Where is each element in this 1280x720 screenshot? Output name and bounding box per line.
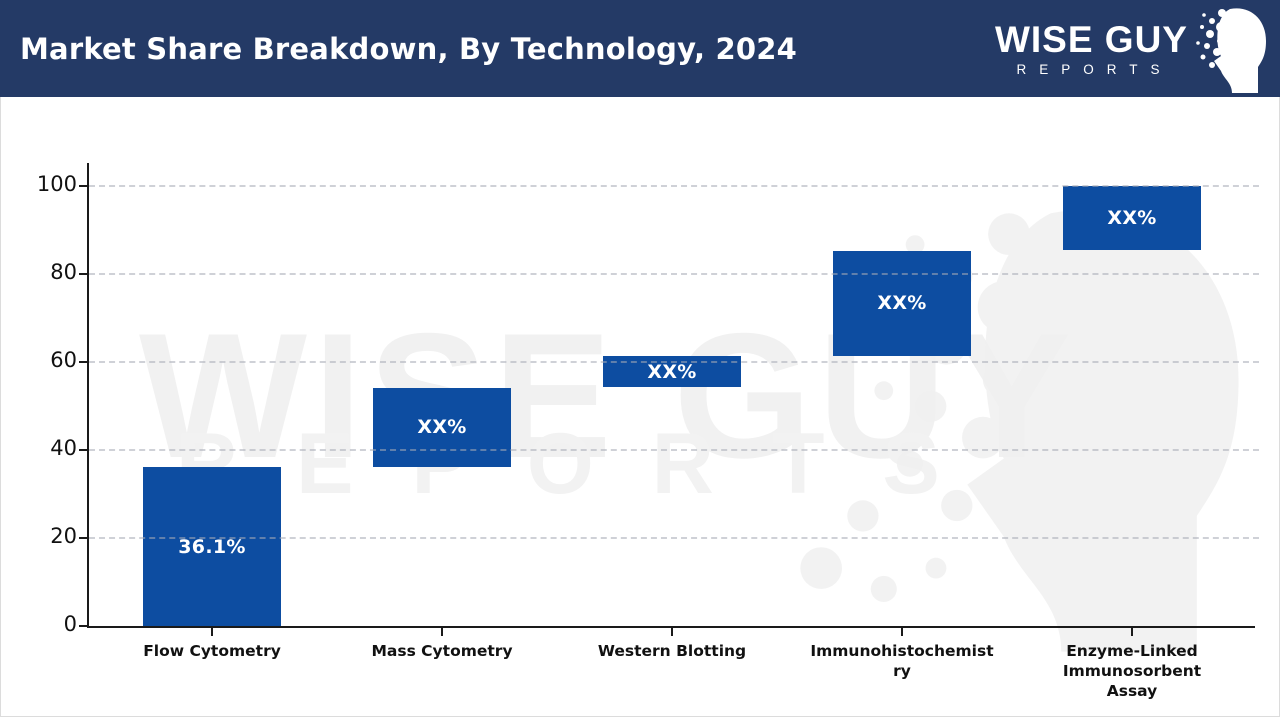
- x-category-label-0: Flow Cytometry: [143, 642, 281, 660]
- y-tick-mark-0: [79, 625, 88, 627]
- x-tick-mark-3: [901, 628, 903, 636]
- y-axis-line: [87, 163, 89, 628]
- y-tick-label-0: 0: [63, 612, 77, 636]
- wise-guy-reports-logo: WISE GUY REPORTS: [995, 3, 1280, 95]
- watermark-text-secondary: REPORTS: [176, 416, 998, 512]
- chart-canvas: WISE GUY REPORTS 36.1% XX% XX% XX% XX% 0 20 40 6…: [0, 97, 1280, 717]
- y-tick-label-80: 80: [50, 260, 77, 284]
- x-category-label-4: Enzyme-Linked Immunosorbent Assay: [1062, 642, 1202, 700]
- bar-value-label: XX%: [647, 360, 697, 383]
- bar-flow-cytometry: 36.1%: [143, 467, 281, 626]
- x-category-label-1: Mass Cytometry: [371, 642, 513, 660]
- bar-value-label: XX%: [1107, 206, 1157, 229]
- x-tick-mark-2: [671, 628, 673, 636]
- y-tick-mark-20: [79, 537, 88, 539]
- header-bar: Market Share Breakdown, By Technology, 2…: [0, 0, 1280, 97]
- y-tick-label-20: 20: [50, 524, 77, 548]
- page-title: Market Share Breakdown, By Technology, 2…: [20, 31, 798, 66]
- bar-value-label: 36.1%: [178, 535, 246, 558]
- x-category-label-3: Immunohistochemist ry: [810, 642, 994, 680]
- x-tick-mark-4: [1131, 628, 1133, 636]
- y-tick-mark-60: [79, 361, 88, 363]
- y-tick-label-60: 60: [50, 348, 77, 372]
- logo-title: WISE GUY: [994, 18, 1188, 60]
- y-tick-mark-100: [79, 185, 88, 187]
- logo-text: WISE GUY REPORTS: [995, 21, 1188, 77]
- bar-value-label: XX%: [877, 292, 927, 315]
- bar-enzyme-linked-immunosorbent-assay: XX%: [1063, 186, 1201, 250]
- x-axis-line: [87, 626, 1255, 628]
- watermark-face-icon: [800, 209, 1239, 652]
- logo-face-icon: [1196, 7, 1266, 93]
- gridline-60: [89, 361, 1259, 363]
- x-tick-mark-0: [211, 628, 213, 636]
- y-tick-label-100: 100: [36, 172, 77, 196]
- x-tick-mark-1: [441, 628, 443, 636]
- gridline-100: [89, 185, 1259, 187]
- y-tick-label-40: 40: [50, 436, 77, 460]
- y-tick-mark-40: [79, 449, 88, 451]
- gridline-20: [89, 537, 1259, 539]
- bar-immunohistochemistry: XX%: [833, 250, 971, 356]
- gridline-40: [89, 449, 1259, 451]
- bar-value-label: XX%: [417, 416, 467, 439]
- gridline-80: [89, 273, 1259, 275]
- bar-mass-cytometry: XX%: [373, 387, 511, 468]
- y-tick-mark-80: [79, 273, 88, 275]
- logo-subtitle: REPORTS: [1016, 61, 1173, 77]
- x-category-label-2: Western Blotting: [597, 642, 747, 660]
